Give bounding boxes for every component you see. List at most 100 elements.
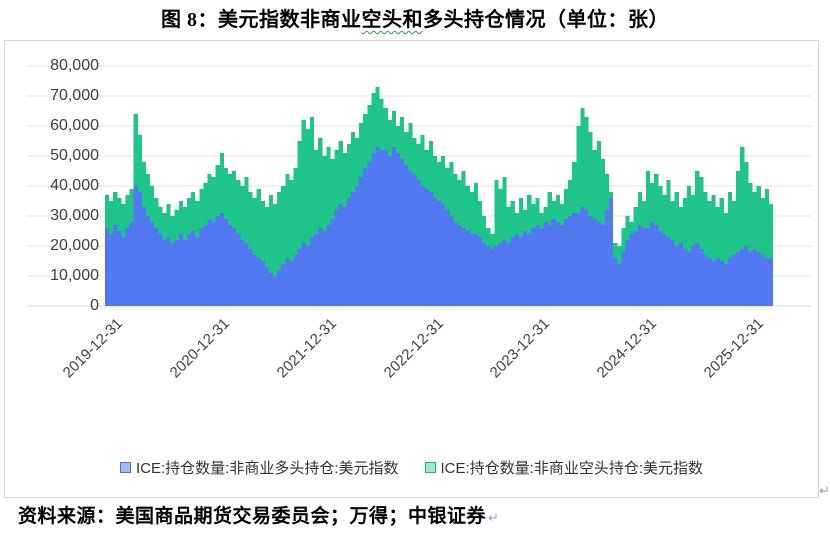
bar-long-blue <box>240 240 245 306</box>
bar-long-blue <box>531 228 536 306</box>
bar-long-blue <box>563 219 569 306</box>
bar-long-blue <box>514 234 519 306</box>
bar-short-green <box>264 207 269 306</box>
bar-long-blue <box>252 255 257 306</box>
bar-long-blue <box>760 255 765 306</box>
y-tick-label: 50,000 <box>50 147 99 164</box>
bar-long-blue <box>166 237 171 306</box>
bar-long-blue <box>576 213 581 306</box>
bar-long-blue <box>502 240 507 306</box>
bar-long-blue <box>322 231 327 306</box>
bar-long-blue <box>334 210 339 306</box>
bar-long-blue <box>297 249 302 306</box>
bar-long-blue <box>572 213 577 306</box>
bar-long-blue <box>584 210 589 306</box>
title-spellcheck-wavy-segment: 空头和 <box>361 9 423 31</box>
bar-long-blue <box>527 234 532 306</box>
bar-short-green <box>740 147 745 306</box>
bar-short-green <box>301 120 306 306</box>
bar-long-blue <box>711 261 716 306</box>
bar-short-green <box>285 174 290 306</box>
bar-long-blue <box>186 234 192 306</box>
bar-long-blue <box>637 225 642 306</box>
bar-long-blue <box>338 204 343 306</box>
bar-short-green <box>252 198 257 306</box>
bar-long-blue <box>363 168 368 306</box>
bar-short-green <box>764 189 769 306</box>
bar-long-blue <box>215 216 220 306</box>
bar-long-blue <box>506 243 511 306</box>
bar-long-blue <box>764 258 769 306</box>
bar-long-blue <box>248 249 253 306</box>
y-tick-label: 0 <box>90 297 99 314</box>
bar-long-blue <box>387 156 392 306</box>
bar-long-blue <box>137 192 142 306</box>
bar-long-blue <box>199 228 204 306</box>
bar-long-blue <box>178 234 183 306</box>
bar-long-blue <box>748 252 753 306</box>
bar-long-blue <box>158 234 163 306</box>
bar-long-blue <box>113 225 118 306</box>
bar-long-blue <box>465 231 470 306</box>
bar-long-blue <box>490 249 495 306</box>
bar-long-blue <box>510 237 515 306</box>
bar-long-blue <box>195 237 200 306</box>
bar-long-blue <box>498 243 503 306</box>
bar-short-green <box>268 195 274 306</box>
bar-long-blue <box>551 219 556 306</box>
bar-long-blue <box>432 198 437 306</box>
bar-long-blue <box>223 219 228 306</box>
bar-long-blue <box>424 189 429 306</box>
bar-long-blue <box>301 243 306 306</box>
bar-long-blue <box>182 240 188 306</box>
bar-long-blue <box>395 153 401 306</box>
bar-long-blue <box>482 243 487 306</box>
bar-long-blue <box>314 234 319 306</box>
bar-long-blue <box>609 198 614 306</box>
y-tick-label: 10,000 <box>50 267 99 284</box>
bar-short-green <box>260 201 265 306</box>
bar-long-blue <box>170 243 175 306</box>
bar-long-blue <box>477 237 483 306</box>
y-tick-label: 70,000 <box>50 87 99 104</box>
bar-long-blue <box>354 186 360 306</box>
bar-long-blue <box>666 237 671 306</box>
bar-long-blue <box>469 234 474 306</box>
bar-long-blue <box>404 165 409 306</box>
bar-long-blue <box>600 225 606 306</box>
bar-long-blue <box>449 216 454 306</box>
bar-long-blue <box>580 207 585 306</box>
bar-long-blue <box>391 147 397 306</box>
bar-long-blue <box>277 270 282 306</box>
bar-short-green <box>715 207 720 306</box>
bar-short-green <box>289 180 294 306</box>
bar-long-blue <box>219 213 224 306</box>
bar-long-blue <box>379 150 384 306</box>
y-tick-label: 80,000 <box>50 57 99 74</box>
chart-title: 图 8：美元指数非商业空头和多头持仓情况（单位：张） <box>0 3 830 32</box>
bar-long-blue <box>662 234 667 306</box>
bar-long-blue <box>121 237 126 306</box>
bar-short-green <box>707 201 712 306</box>
bar-long-blue <box>461 228 466 306</box>
bar-long-blue <box>539 228 544 306</box>
bar-long-blue <box>375 147 380 306</box>
bar-long-blue <box>604 210 610 306</box>
bar-short-green <box>256 189 261 306</box>
bar-long-blue <box>154 228 159 306</box>
legend-swatch-green <box>424 462 436 473</box>
plot-canvas <box>27 65 811 307</box>
bar-long-blue <box>691 246 696 306</box>
bar-long-blue <box>707 258 712 306</box>
bar-long-blue <box>293 255 298 306</box>
bar-long-blue <box>342 207 347 306</box>
bar-long-blue <box>445 210 450 306</box>
bar-long-blue <box>715 258 720 306</box>
bar-long-blue <box>285 258 290 306</box>
bar-long-blue <box>305 246 310 306</box>
bar-long-blue <box>670 240 675 306</box>
bar-long-blue <box>289 261 294 306</box>
legend-item-short: ICE:持仓数量:非商业空头持仓:美元指数 <box>424 457 703 478</box>
bar-long-blue <box>518 237 524 306</box>
